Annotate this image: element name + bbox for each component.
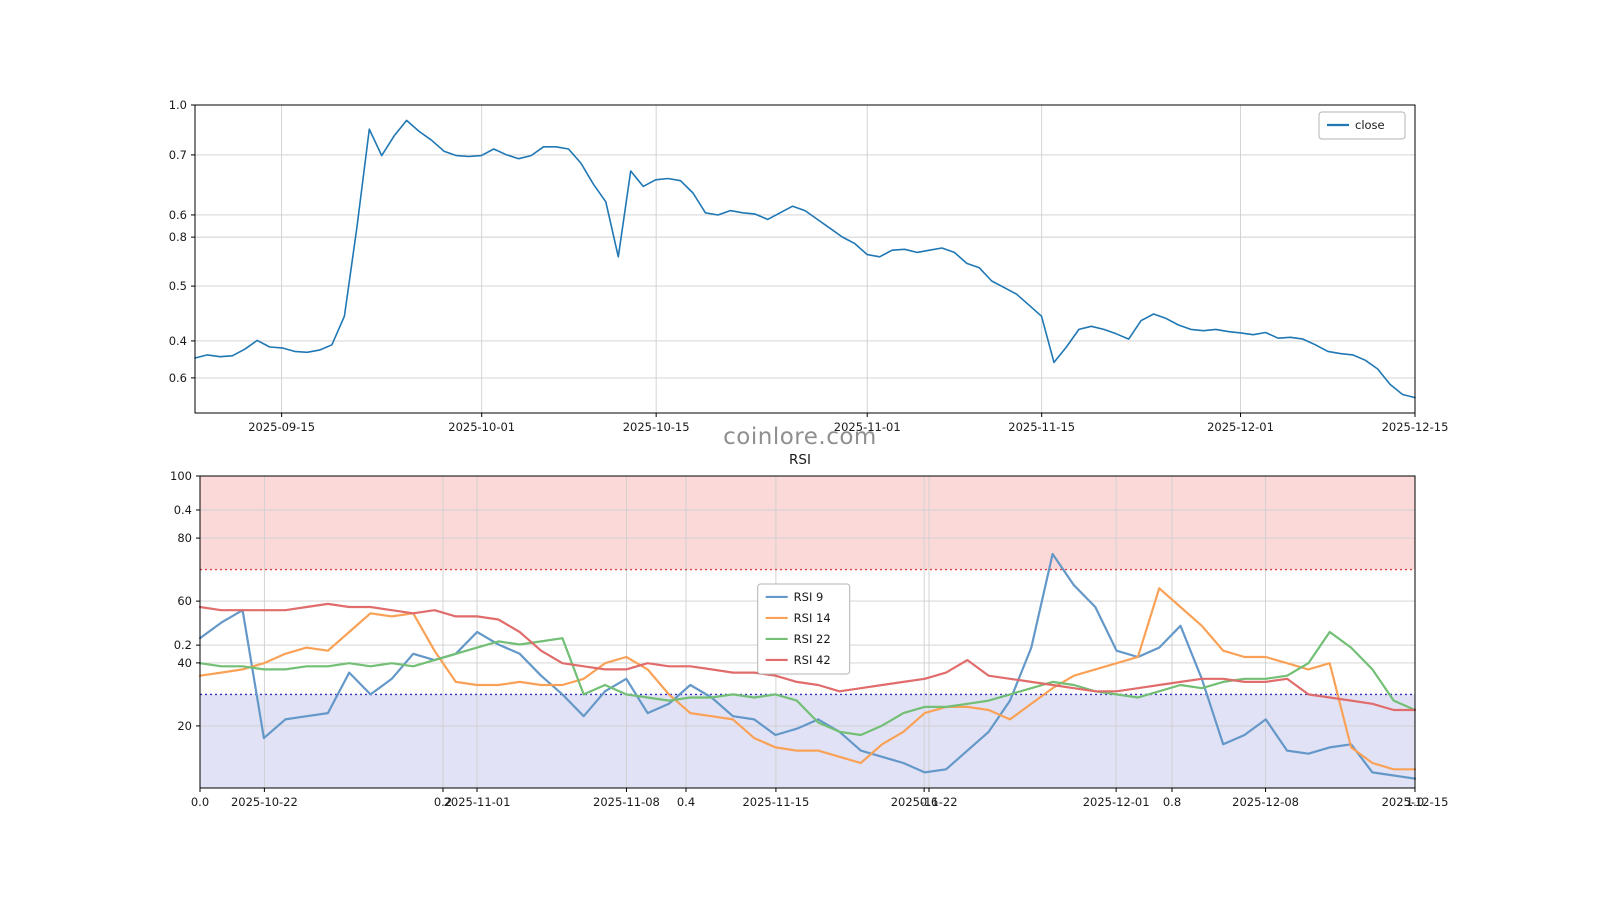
series-rsi-9 — [198, 552, 1417, 780]
plot-border — [199, 475, 1416, 789]
legend: close — [1318, 111, 1406, 140]
svg-text:2025-12-01: 2025-12-01 — [1083, 795, 1150, 809]
series-rsi-22 — [198, 630, 1417, 737]
tick-labels: 1.0 0.7 0.6 0.8 0.5 0.4 0.6 2025-09-15 2025-10-0… — [169, 98, 1449, 434]
svg-text:40: 40 — [177, 656, 192, 670]
svg-text:0.8: 0.8 — [169, 230, 187, 244]
svg-text:80: 80 — [177, 531, 192, 545]
svg-text:0.8: 0.8 — [1163, 795, 1181, 809]
svg-text:0.0: 0.0 — [191, 795, 209, 809]
svg-text:0.5: 0.5 — [169, 279, 187, 293]
svg-text:2025-12-15: 2025-12-15 — [1382, 420, 1449, 434]
svg-text:0.6: 0.6 — [169, 208, 187, 222]
svg-text:60: 60 — [177, 594, 192, 608]
svg-text:100: 100 — [170, 469, 192, 483]
series-close — [194, 119, 1416, 399]
svg-text:2025-10-01: 2025-10-01 — [448, 420, 515, 434]
legend: RSI 9 RSI 14 RSI 22 RSI 42 — [757, 583, 851, 675]
svg-text:2025-11-01: 2025-11-01 — [834, 420, 901, 434]
svg-text:2025-11-15: 2025-11-15 — [1008, 420, 1075, 434]
svg-text:RSI 9: RSI 9 — [794, 590, 824, 604]
svg-text:2025-10-15: 2025-10-15 — [623, 420, 690, 434]
plot-border — [194, 104, 1416, 414]
svg-text:RSI 42: RSI 42 — [794, 653, 831, 667]
svg-text:2025-11-01: 2025-11-01 — [444, 795, 511, 809]
svg-text:close: close — [1355, 118, 1385, 132]
svg-text:RSI 22: RSI 22 — [794, 632, 831, 646]
svg-text:0.6: 0.6 — [920, 795, 938, 809]
series-rsi-42 — [198, 602, 1417, 712]
series-rsi-14 — [198, 587, 1417, 771]
gridlines — [195, 104, 1416, 413]
svg-text:20: 20 — [177, 719, 192, 733]
svg-text:1.0: 1.0 — [169, 98, 187, 112]
svg-text:2025-11-15: 2025-11-15 — [742, 795, 809, 809]
svg-text:2025-12-01: 2025-12-01 — [1207, 420, 1274, 434]
svg-text:2025-09-15: 2025-09-15 — [248, 420, 315, 434]
svg-text:0.7: 0.7 — [169, 148, 187, 162]
band — [200, 476, 1415, 570]
svg-text:2025-12-08: 2025-12-08 — [1232, 795, 1299, 809]
svg-text:0.4: 0.4 — [169, 334, 187, 348]
price-chart: 1.0 0.7 0.6 0.8 0.5 0.4 0.6 2025-09-15 2025-10-0… — [169, 98, 1449, 434]
svg-text:2025-11-08: 2025-11-08 — [593, 795, 660, 809]
svg-text:2025-10-22: 2025-10-22 — [231, 795, 298, 809]
svg-text:0.4: 0.4 — [677, 795, 695, 809]
rsi-title: RSI — [789, 452, 811, 468]
svg-text:2025-11-22: 2025-11-22 — [891, 795, 958, 809]
svg-text:0.2: 0.2 — [174, 638, 192, 652]
svg-text:0.6: 0.6 — [169, 371, 187, 385]
svg-text:2025-12-15: 2025-12-15 — [1382, 795, 1449, 809]
svg-text:1.0: 1.0 — [1406, 795, 1424, 809]
watermark: coinlore.com — [723, 424, 877, 450]
svg-text:RSI 14: RSI 14 — [794, 611, 831, 625]
tick-labels: 100 0.4 80 60 0.2 40 20 2025-10-22 2025-11-01 202… — [170, 469, 1448, 809]
rsi-chart: 100 0.4 80 60 0.2 40 20 2025-10-22 2025-11-01 202… — [170, 469, 1448, 809]
svg-text:0.4: 0.4 — [174, 503, 192, 517]
svg-text:0.2: 0.2 — [434, 795, 452, 809]
